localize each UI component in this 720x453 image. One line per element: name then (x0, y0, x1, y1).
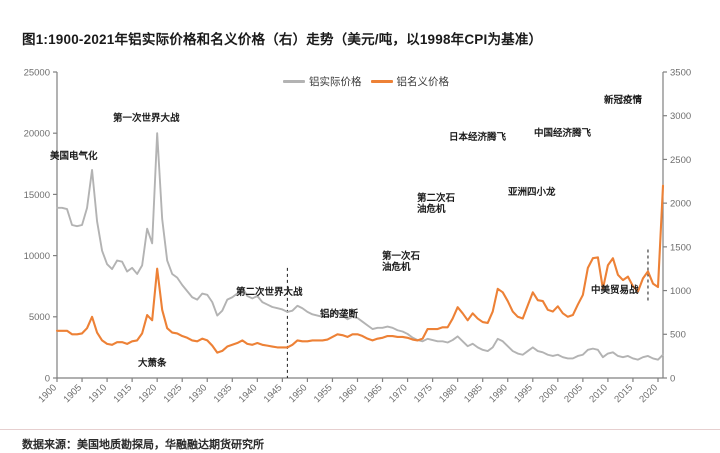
x-axis-tick-label: 1935 (212, 382, 235, 405)
line-chart: 0 5000 10000 15000 20000 25000 0 500 1000 1500 200… (24, 67, 692, 405)
legend-swatch-nominal-price (370, 80, 393, 83)
x-axis-tick-label: 1940 (237, 382, 260, 405)
x-axis-tick-label: 1920 (137, 382, 160, 405)
x-axis-tick-label: 1990 (487, 382, 510, 405)
x-axis-tick-label: 2015 (612, 382, 635, 405)
annotation-aluminum-monopoly: 铝的垄断 (320, 309, 359, 320)
x-axis-tick-label: 1925 (162, 382, 185, 405)
legend-label-real-price: 铝实际价格 (309, 76, 362, 88)
left-axis-tick-label: 0 (45, 373, 50, 384)
left-axis-tick-label: 15000 (24, 190, 50, 201)
annotation-covid: 新冠疫情 (604, 95, 643, 106)
legend-label-nominal-price: 铝名义价格 (396, 76, 450, 88)
right-axis-tick-label: 1000 (670, 286, 691, 297)
right-axis-tick-label: 2000 (670, 199, 691, 210)
annotation-china-takeoff: 中国经济腾飞 (534, 128, 592, 139)
footer-divider (0, 429, 720, 430)
x-axis-tick-label: 1985 (462, 382, 485, 405)
x-axis-tick-label: 1960 (337, 382, 360, 405)
x-axis-tick-label: 1900 (36, 382, 59, 405)
x-axis-tick-label: 2010 (587, 382, 610, 405)
x-axis-tick-label: 1995 (512, 382, 535, 405)
annotation-japan-takeoff: 日本经济腾飞 (449, 132, 507, 143)
left-axis-tick-label: 10000 (24, 251, 50, 262)
annotation-us-electrification: 美国电气化 (50, 151, 98, 162)
legend-swatch-real-price (283, 80, 305, 83)
x-axis-tick-label: 1945 (262, 382, 285, 405)
annotation-oil-crisis-2-line1: 第二次石 (417, 193, 456, 204)
annotation-trade-war: 中美贸易战 (591, 285, 639, 296)
x-axis-tick-label: 1980 (437, 382, 460, 405)
right-axis-tick-label: 500 (670, 330, 686, 341)
right-axis-tick-label: 2500 (670, 155, 691, 166)
annotation-great-depression: 大萧条 (138, 358, 167, 369)
x-axis-tick-label: 1905 (61, 382, 84, 405)
right-axis-tick-label: 0 (670, 373, 675, 384)
x-axis-tick-label: 1950 (287, 382, 310, 405)
annotation-wwi: 第一次世界大战 (113, 113, 180, 124)
annotation-oil-crisis-2: 第二次石 油危机 (417, 193, 455, 215)
x-axis-tick-label: 1915 (112, 382, 135, 405)
source-note: 数据来源：美国地质勘探局，华融融达期货研究所 (22, 439, 264, 451)
right-axis-tick-label: 1500 (670, 242, 691, 253)
legend-entry-real-price: 铝实际价格 (283, 74, 362, 89)
annotation-asian-tigers: 亚洲四小龙 (508, 187, 556, 198)
figure-title: 图1:1900-2021年铝实际价格和名义价格（右）走势（美元/吨，以1998年… (22, 32, 543, 47)
right-axis-tick-label: 3000 (670, 111, 691, 122)
right-axis-tick-label: 3500 (670, 67, 691, 78)
x-axis-tick-label: 2000 (537, 382, 560, 405)
annotation-oil-crisis-2-line2: 油危机 (417, 204, 446, 216)
left-axis-tick-label: 20000 (24, 129, 50, 140)
annotation-oil-crisis-1: 第一次石 油危机 (382, 251, 420, 273)
annotation-oil-crisis-1-line2: 油危机 (382, 262, 411, 274)
plot-area: 0 5000 10000 15000 20000 25000 0 500 1000 1500 200… (0, 60, 720, 425)
x-axis-tick-label: 1965 (362, 382, 385, 405)
x-axis-tick-label: 1930 (187, 382, 210, 405)
series-line-real-price (56, 132, 664, 361)
left-axis-tick-label: 25000 (24, 67, 50, 78)
x-axis-tick-label: 1975 (412, 382, 435, 405)
x-axis-tick-label: 2005 (562, 382, 585, 405)
x-axis-tick-label: 1955 (312, 382, 335, 405)
left-axis-tick-label: 5000 (29, 312, 50, 323)
legend-entry-nominal-price: 铝名义价格 (370, 74, 450, 89)
x-axis-tick-label: 1910 (86, 382, 109, 405)
x-axis-tick-label: 2020 (637, 382, 660, 405)
series-line-nominal-price (55, 184, 665, 354)
annotation-wwii: 第二次世界大战 (236, 287, 303, 298)
x-axis-tick-label: 1970 (387, 382, 410, 405)
annotation-oil-crisis-1-line1: 第一次石 (382, 251, 421, 262)
chart-legend: 铝实际价格 铝名义价格 (283, 74, 449, 89)
